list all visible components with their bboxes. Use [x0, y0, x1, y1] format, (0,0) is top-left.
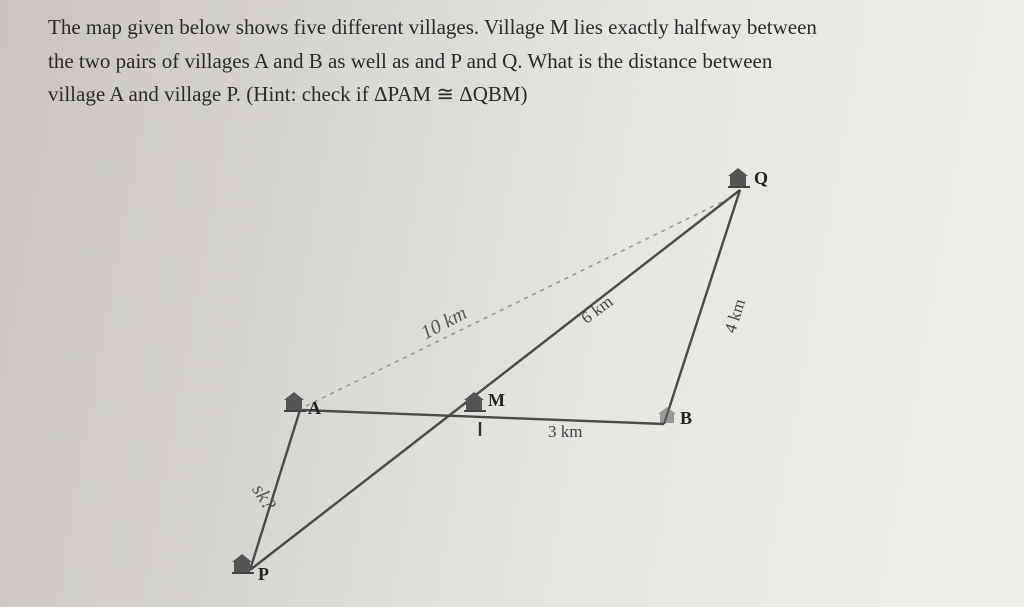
label-Q: Q — [754, 168, 768, 189]
dist-MB: 3 km — [548, 422, 582, 442]
edge-AB — [300, 410, 664, 424]
map-diagram: A B M P Q 3 km 6 km 4 km sk? 10 km — [180, 130, 880, 600]
problem-line-3: village A and village P. (Hint: check if… — [48, 79, 994, 111]
village-B-icon — [658, 407, 676, 423]
village-Q-icon — [728, 168, 750, 188]
problem-line-1: The map given below shows five different… — [48, 12, 994, 44]
problem-line-2: the two pairs of villages A and B as wel… — [48, 46, 994, 78]
village-M-icon — [464, 392, 486, 412]
label-A: A — [308, 398, 321, 419]
edge-AQ-hand — [306, 196, 734, 406]
label-B: B — [680, 408, 692, 429]
label-P: P — [258, 564, 269, 585]
edge-PQ — [250, 190, 740, 570]
problem-text: The map given below shows five different… — [48, 12, 994, 113]
diagram-svg — [180, 130, 880, 600]
label-M: M — [488, 390, 505, 411]
